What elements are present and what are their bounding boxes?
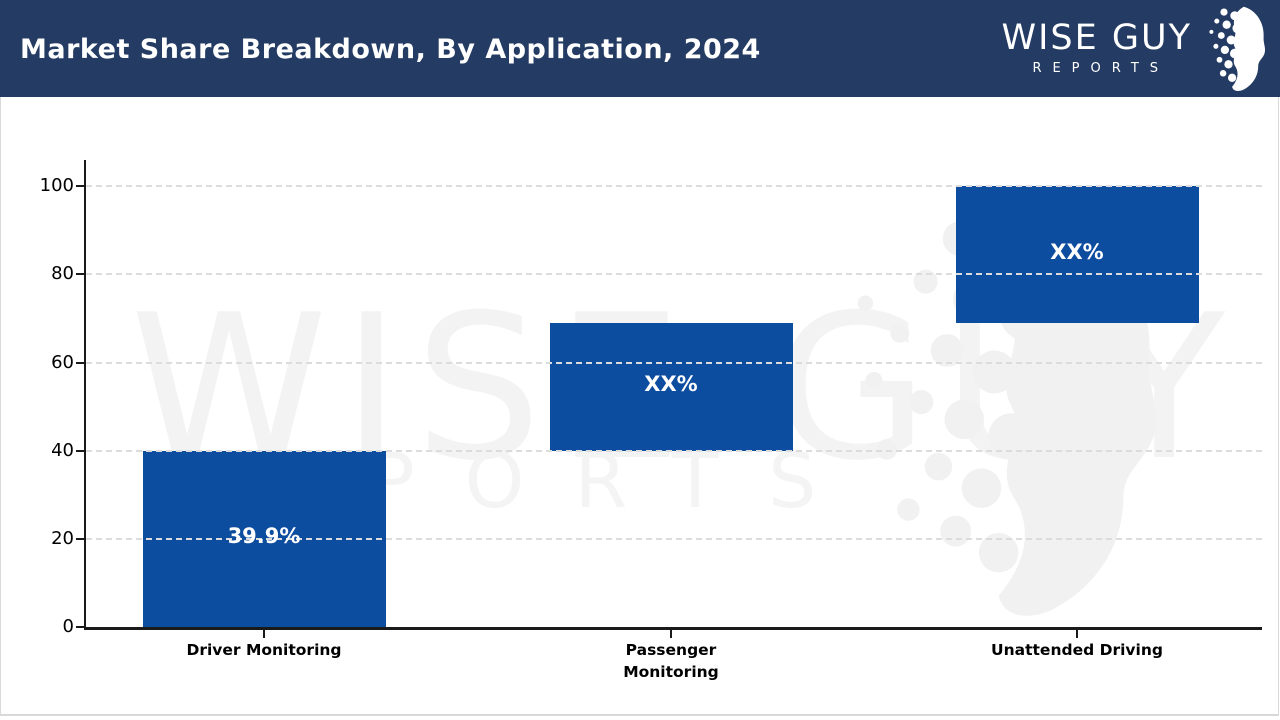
y-tick-mark-60 xyxy=(76,361,84,364)
y-tick-label-20: 20 xyxy=(51,527,74,549)
grid-line-20 xyxy=(86,537,1262,540)
y-tick-mark-80 xyxy=(76,273,84,276)
y-tick-mark-0 xyxy=(76,626,84,628)
x-axis-line xyxy=(84,627,1262,630)
bar-label-unattended-driving: XX% xyxy=(1050,239,1104,264)
dotted-head-icon xyxy=(1209,6,1266,92)
page-frame xyxy=(0,97,1279,716)
y-tick-label-60: 60 xyxy=(51,351,74,373)
y-tick-label-100: 100 xyxy=(39,175,74,197)
y-tick-mark-20 xyxy=(76,537,84,540)
x-category-label-passenger-monitoring: Passenger Monitoring xyxy=(623,641,719,681)
y-tick-mark-40 xyxy=(76,449,84,452)
x-tick-mark-passenger-monitoring xyxy=(670,630,672,638)
logo-brand-bottom: REPORTS xyxy=(1032,61,1170,76)
y-tick-label-80: 80 xyxy=(51,263,74,285)
x-tick-mark-unattended-driving xyxy=(1076,630,1078,638)
page-title: Market Share Breakdown, By Application, … xyxy=(20,34,761,65)
logo-brand-top: WISE GUY xyxy=(1001,18,1192,58)
x-tick-mark-driver-monitoring xyxy=(263,630,265,638)
logo-text: WISE GUY REPORTS xyxy=(1001,18,1192,76)
bar-passenger-monitoring xyxy=(549,322,793,451)
grid-line-100 xyxy=(86,185,1262,188)
x-category-label-driver-monitoring: Driver Monitoring xyxy=(186,641,342,659)
y-tick-label-40: 40 xyxy=(51,439,74,461)
header-band: Market Share Breakdown, By Application, … xyxy=(0,0,1280,97)
y-tick-label-0: 0 xyxy=(62,616,74,637)
bar-label-passenger-monitoring: XX% xyxy=(644,371,698,396)
grid-line-40 xyxy=(86,449,1262,452)
y-tick-mark-100 xyxy=(76,185,84,188)
y-axis-line xyxy=(84,160,86,630)
grid-line-80 xyxy=(86,273,1262,276)
x-category-label-unattended-driving: Unattended Driving xyxy=(991,641,1163,659)
wise-guy-reports-logo: WISE GUY REPORTS xyxy=(1001,4,1270,94)
grid-line-60 xyxy=(86,361,1262,364)
bar-label-driver-monitoring: 39.9% xyxy=(227,524,301,549)
